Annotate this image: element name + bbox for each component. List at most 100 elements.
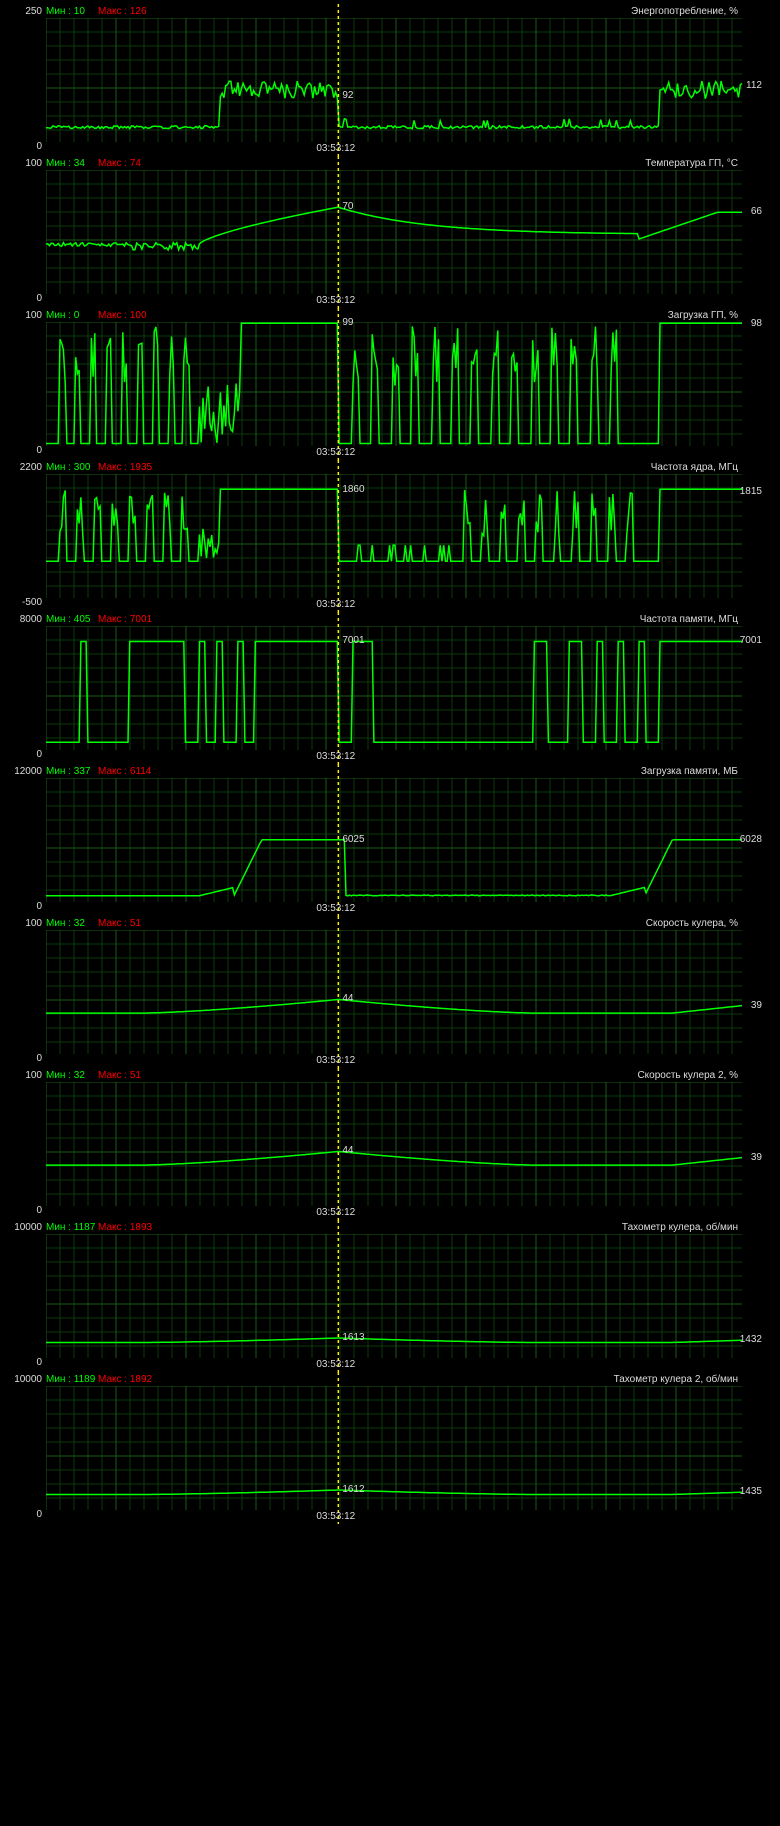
cursor-time-label: 03:53:12 <box>316 447 355 458</box>
chart-title: Энергопотребление, % <box>631 6 738 17</box>
end-value-label: 1432 <box>740 1334 762 1345</box>
cursor-time-label: 03:53:12 <box>316 903 355 914</box>
min-label: Мин : 32 <box>46 918 85 929</box>
cursor-value-label: 99 <box>342 317 353 328</box>
chart-svg <box>6 764 774 916</box>
min-label: Мин : 405 <box>46 614 90 625</box>
y-axis-top-label: 100 <box>8 1070 42 1081</box>
end-value-label: 66 <box>751 206 762 217</box>
cursor-value-label: 70 <box>342 201 353 212</box>
cursor-value-label: 6025 <box>342 834 364 845</box>
cursor-value-label: 44 <box>342 993 353 1004</box>
y-axis-bottom-label: -500 <box>8 597 42 608</box>
chart-svg <box>6 916 774 1068</box>
cursor-time-label: 03:53:12 <box>316 1055 355 1066</box>
chart-panel-temp[interactable]: 100 0 Мин : 34 Макс : 74 Температура ГП, °C 0… <box>6 156 774 308</box>
y-axis-top-label: 250 <box>8 6 42 17</box>
min-label: Мин : 10 <box>46 6 85 17</box>
cursor-value-label: 92 <box>342 90 353 101</box>
monitoring-panel-stack: 250 0 Мин : 10 Макс : 126 Энергопотребление,… <box>0 0 780 1528</box>
cursor-time-label: 03:53:12 <box>316 751 355 762</box>
end-value-label: 112 <box>746 80 762 91</box>
min-label: Мин : 0 <box>46 310 79 321</box>
cursor-value-label: 44 <box>342 1145 353 1156</box>
max-label: Макс : 7001 <box>98 614 152 625</box>
y-axis-bottom-label: 0 <box>8 1509 42 1520</box>
y-axis-top-label: 100 <box>8 310 42 321</box>
chart-panel-fan_tach[interactable]: 10000 0 Мин : 1187Макс : 1893 Тахометр куле… <box>6 1220 774 1372</box>
end-value-label: 6028 <box>740 834 762 845</box>
cursor-time-label: 03:53:12 <box>316 1207 355 1218</box>
chart-svg <box>6 460 774 612</box>
cursor-value-label: 7001 <box>342 635 364 646</box>
chart-svg <box>6 612 774 764</box>
max-label: Макс : 100 <box>98 310 147 321</box>
max-label: Макс : 1892 <box>98 1374 152 1385</box>
max-label: Макс : 51 <box>98 1070 141 1081</box>
y-axis-bottom-label: 0 <box>8 749 42 760</box>
end-value-label: 39 <box>751 1000 762 1011</box>
cursor-time-label: 03:53:12 <box>316 599 355 610</box>
y-axis-bottom-label: 0 <box>8 901 42 912</box>
chart-panel-fan_speed_2[interactable]: 1000Мин : 32Макс : 51Скорость кулера 2, … <box>6 1068 774 1220</box>
max-label: Макс : 6114 <box>98 766 151 777</box>
chart-title: Температура ГП, °C <box>645 158 738 169</box>
max-label: Макс : 126 <box>98 6 147 17</box>
end-value-label: 98 <box>751 318 762 329</box>
chart-svg <box>6 4 774 156</box>
max-label: Макс : 74 <box>98 158 141 169</box>
max-label: Макс : 51 <box>98 918 141 929</box>
chart-panel-mem_usage[interactable]: 12000 0 Мин : 337 Макс : 6114 Загрузка памят… <box>6 764 774 916</box>
y-axis-top-label: 8000 <box>8 614 42 625</box>
cursor-value-label: 1612 <box>342 1484 364 1495</box>
chart-svg <box>6 1372 774 1524</box>
y-axis-bottom-label: 0 <box>8 445 42 456</box>
min-label: Мин : 1189 <box>46 1374 95 1385</box>
chart-panel-power[interactable]: 250 0 Мин : 10 Макс : 126 Энергопотребление,… <box>6 4 774 156</box>
chart-panel-mem_clock[interactable]: 8000 0 Мин : 405 Макс : 7001 Частота памяти,… <box>6 612 774 764</box>
chart-panel-fan_speed[interactable]: 100 0 Мин : 32 Макс : 51 Скорость кулера, % 0… <box>6 916 774 1068</box>
max-label: Макс : 1935 <box>98 462 152 473</box>
cursor-time-label: 03:53:12 <box>316 1359 355 1370</box>
chart-panel-core_clock[interactable]: 2200 -500 Мин : 300 Макс : 1935 Частота ядра… <box>6 460 774 612</box>
chart-title: Загрузка памяти, МБ <box>641 766 738 777</box>
cursor-time-label: 03:53:12 <box>316 143 355 154</box>
y-axis-top-label: 10000 <box>8 1374 42 1385</box>
chart-title: Тахометр кулера 2, об/мин <box>614 1374 738 1385</box>
chart-title: Скорость кулера, % <box>646 918 738 929</box>
y-axis-top-label: 2200 <box>8 462 42 473</box>
cursor-time-label: 03:53:12 <box>316 295 355 306</box>
y-axis-bottom-label: 0 <box>8 141 42 152</box>
end-value-label: 1815 <box>740 486 762 497</box>
cursor-value-label: 1860 <box>342 484 364 495</box>
chart-panel-gpu_load[interactable]: 100 0 Мин : 0 Макс : 100 Загрузка ГП, % 03:53… <box>6 308 774 460</box>
y-axis-top-label: 100 <box>8 158 42 169</box>
y-axis-bottom-label: 0 <box>8 1053 42 1064</box>
min-label: Мин : 34 <box>46 158 85 169</box>
min-label: Мин : 300 <box>46 462 90 473</box>
chart-title: Загрузка ГП, % <box>668 310 738 321</box>
end-value-label: 7001 <box>740 635 762 646</box>
min-label: Мин : 1187 <box>46 1222 95 1233</box>
chart-svg <box>6 1220 774 1372</box>
y-axis-top-label: 100 <box>8 918 42 929</box>
end-value-label: 1435 <box>740 1486 762 1497</box>
min-label: Мин : 337 <box>46 766 90 777</box>
chart-svg <box>6 156 774 308</box>
y-axis-bottom-label: 0 <box>8 293 42 304</box>
y-axis-top-label: 12000 <box>8 766 42 777</box>
cursor-value-label: 1613 <box>342 1332 364 1343</box>
chart-svg <box>6 308 774 460</box>
chart-title: Частота памяти, МГц <box>640 614 738 625</box>
chart-panel-fan_tach_2[interactable]: 10000 0 Мин : 1189Макс : 1892 Тахометр куле… <box>6 1372 774 1524</box>
chart-svg <box>6 1068 774 1220</box>
chart-title: Частота ядра, МГц <box>651 462 738 473</box>
chart-title: Скорость кулера 2, % <box>637 1070 738 1081</box>
y-axis-bottom-label: 0 <box>8 1205 42 1216</box>
max-label: Макс : 1893 <box>98 1222 152 1233</box>
y-axis-top-label: 10000 <box>8 1222 42 1233</box>
end-value-label: 39 <box>751 1152 762 1163</box>
chart-title: Тахометр кулера, об/мин <box>622 1222 738 1233</box>
cursor-time-label: 03:53:12 <box>316 1511 355 1522</box>
y-axis-bottom-label: 0 <box>8 1357 42 1368</box>
